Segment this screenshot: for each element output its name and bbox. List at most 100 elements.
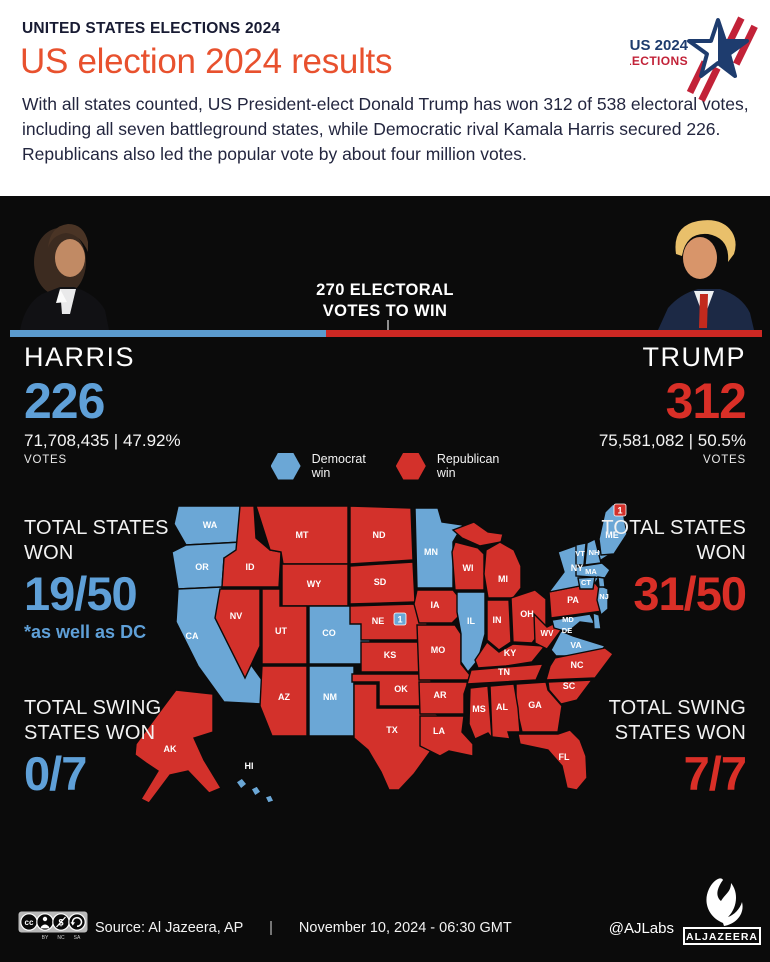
state-label-AZ: AZ (278, 692, 290, 702)
popular-votes-harris: 71,708,435 | 47.92% (24, 431, 181, 450)
state-IN (486, 599, 512, 651)
logo-line2: ELECTIONS (630, 54, 688, 68)
stat-label: TOTAL SWING (24, 697, 162, 719)
stat-total-states-harris: TOTAL STATES WON 19/50 *as well as DC (24, 516, 169, 643)
electoral-bar (10, 320, 762, 337)
cc-sa-icon (68, 913, 86, 931)
separator: | (269, 920, 273, 936)
stat-label: TOTAL STATES (601, 517, 746, 539)
stat-label: WON (696, 542, 746, 564)
electoral-votes-trump: 312 (665, 373, 747, 429)
state-HI (264, 794, 275, 804)
state-ME (598, 503, 628, 556)
state-label-ND: ND (373, 530, 386, 540)
rep-hexagon-icon (395, 452, 426, 480)
state-NC (545, 647, 614, 681)
aljazeera-wordmark: ALJAZEERA (686, 931, 758, 943)
state-label-MT: MT (296, 530, 309, 540)
legend-rep-line1: Republican (436, 452, 500, 466)
stat-note-dc: *as well as DC (24, 622, 147, 642)
aljazeera-flame-icon (706, 878, 743, 926)
state-label-SD: SD (374, 577, 387, 587)
votes-caption-trump: VOTES (703, 454, 746, 466)
state-label-MS: MS (472, 704, 486, 714)
source-line: Source: Al Jazeera, AP | November 10, 20… (95, 920, 512, 936)
state-VA (550, 630, 607, 657)
date-text: November 10, 2024 - 06:30 GMT (298, 920, 512, 936)
map-zone: WA OR CA NV ID MT WY UT CO AZ NM ND SD NE KS OK TX MN IA MO… (0, 492, 770, 826)
stat-label: TOTAL STATES (24, 517, 169, 539)
state-label-SC: SC (563, 681, 576, 691)
state-label-NE: NE (372, 616, 385, 626)
state-VT (575, 542, 587, 566)
threshold-line1: 270 ELECTORAL (316, 281, 454, 299)
header-kicker: UNITED STATES ELECTIONS 2024 (22, 20, 281, 37)
state-AL (489, 683, 521, 740)
svg-text:BY: BY (42, 935, 49, 940)
cc-nc-icon: $ (52, 913, 70, 931)
stat-label: WON (24, 542, 74, 564)
legend-dem-line1: Democrat (311, 452, 366, 466)
legend-republican: Republican win (395, 452, 500, 480)
state-label-VT: VT (575, 549, 585, 558)
legend-democrat: Democrat win (270, 452, 366, 480)
state-label-OH: OH (520, 609, 534, 619)
score-trump: TRUMP 312 75,581,082 | 50.5% VOTES (599, 342, 747, 466)
state-FL (517, 729, 588, 791)
state-label-IL: IL (467, 616, 476, 626)
intro-text: With all states counted, US President-el… (22, 94, 749, 164)
state-SC (547, 679, 594, 705)
votes-caption-harris: VOTES (24, 454, 67, 466)
district-badge-value-NE: 1 (397, 615, 402, 625)
candidate-name-harris: HARRIS (24, 342, 136, 372)
state-label-NY: NY (571, 563, 584, 573)
state-label-ID: ID (246, 562, 256, 572)
state-label-MD: MD (562, 615, 574, 624)
svg-text:cc: cc (25, 918, 34, 927)
state-label-NV: NV (230, 611, 243, 621)
state-HI (250, 785, 262, 797)
state-label-WV: WV (541, 629, 555, 638)
stat-label: STATES WON (614, 722, 746, 744)
state-label-KS: KS (384, 650, 397, 660)
state-label-CA: CA (186, 631, 199, 641)
state-IL (456, 591, 486, 674)
state-label-AK: AK (164, 744, 177, 754)
us-2024-elections-logo: US 2024 ELECTIONS (630, 16, 758, 102)
stat-label: TOTAL SWING (608, 697, 746, 719)
state-AZ (259, 665, 308, 737)
state-TN (466, 663, 545, 685)
state-label-AR: AR (434, 690, 447, 700)
legend-rep-line2: win (436, 466, 456, 480)
state-label-AL: AL (496, 702, 508, 712)
state-label-NM: NM (323, 692, 337, 702)
header: UNITED STATES ELECTIONS 2024 US election… (0, 0, 770, 196)
state-label-NC: NC (571, 660, 584, 670)
state-label-VA: VA (570, 640, 581, 650)
source-label: Source: (95, 920, 145, 936)
logo-line1: US 2024 (630, 37, 689, 54)
state-WI (451, 541, 485, 591)
state-label-HI: HI (245, 761, 254, 771)
svg-text:NC: NC (57, 935, 65, 940)
electoral-votes-harris: 226 (24, 373, 105, 429)
state-label-OK: OK (394, 684, 408, 694)
stat-value: 31/50 (633, 567, 747, 620)
page-title: US election 2024 results (20, 42, 393, 81)
state-NV (214, 588, 261, 680)
us-map: WA OR CA NV ID MT WY UT CO AZ NM ND SD NE KS OK TX MN IA MO… (134, 503, 628, 804)
state-UT (261, 588, 308, 665)
stat-value: 0/7 (24, 747, 87, 800)
district-badge-ME (613, 503, 627, 517)
state-CT (577, 576, 596, 590)
state-label-IA: IA (431, 600, 441, 610)
state-NJ (596, 583, 609, 617)
state-LA (419, 715, 474, 757)
state-label-WY: WY (307, 579, 322, 589)
portrait-trump (658, 220, 754, 330)
state-label-NJ: NJ (599, 592, 609, 601)
state-label-NH: NH (589, 548, 600, 557)
state-AR (418, 681, 469, 715)
logo-star-half-icon (718, 20, 747, 76)
